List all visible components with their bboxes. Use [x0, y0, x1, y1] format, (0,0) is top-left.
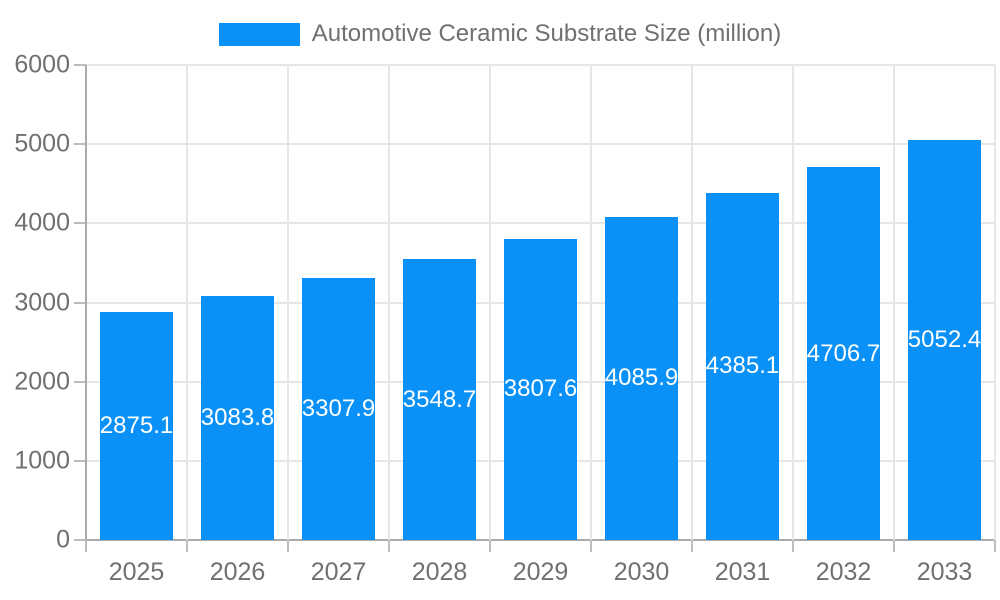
- x-gridline: [792, 65, 794, 540]
- y-gridline: [86, 143, 995, 146]
- x-gridline: [287, 65, 289, 540]
- legend-swatch: [218, 22, 300, 46]
- y-gridline: [86, 64, 995, 66]
- x-tick-label: 2029: [512, 558, 569, 586]
- x-gridline: [186, 65, 188, 540]
- bar[interactable]: [100, 312, 173, 540]
- y-tick-mark: [74, 459, 86, 462]
- x-tick-mark: [85, 540, 87, 552]
- x-gridline: [691, 65, 693, 540]
- x-tick-label: 2025: [108, 558, 165, 586]
- x-tick-mark: [388, 540, 390, 552]
- x-tick-label: 2032: [815, 558, 872, 586]
- x-tick-mark: [489, 540, 491, 552]
- y-tick-label: 5000: [14, 129, 70, 158]
- legend-label: Automotive Ceramic Substrate Size (milli…: [311, 20, 782, 47]
- y-tick-label: 3000: [14, 288, 70, 316]
- bar[interactable]: [302, 278, 375, 540]
- y-tick-label: 4000: [14, 208, 70, 237]
- x-tick-label: 2030: [613, 558, 670, 586]
- bar[interactable]: [201, 295, 274, 540]
- bar[interactable]: [605, 216, 678, 540]
- x-gridline: [893, 65, 895, 540]
- x-tick-label: 2027: [310, 558, 367, 586]
- y-tick-mark: [74, 380, 86, 383]
- y-tick-mark: [74, 539, 86, 541]
- bar[interactable]: [908, 140, 981, 540]
- bar[interactable]: [807, 167, 880, 540]
- x-tick-mark: [287, 540, 289, 552]
- legend[interactable]: Automotive Ceramic Substrate Size (milli…: [0, 20, 1000, 47]
- x-tick-mark: [994, 540, 996, 552]
- x-tick-mark: [792, 540, 794, 552]
- x-tick-mark: [893, 540, 895, 552]
- x-tick-mark: [691, 540, 693, 552]
- y-axis-line: [85, 65, 87, 540]
- x-gridline: [590, 65, 592, 540]
- y-tick-label: 2000: [14, 367, 70, 396]
- y-tick-label: 0: [56, 525, 70, 554]
- x-tick-mark: [186, 540, 188, 552]
- x-gridline: [388, 65, 390, 540]
- x-tick-mark: [590, 540, 592, 552]
- bar[interactable]: [504, 238, 577, 540]
- bar[interactable]: [403, 259, 476, 540]
- y-tick-mark: [74, 64, 86, 66]
- y-tick-mark: [74, 143, 86, 146]
- x-gridline: [489, 65, 491, 540]
- y-tick-mark: [74, 222, 86, 225]
- x-tick-label: 2028: [411, 558, 468, 586]
- y-tick-mark: [74, 301, 86, 304]
- y-tick-label: 6000: [14, 50, 70, 79]
- x-gridline: [994, 65, 996, 540]
- x-tick-label: 2031: [714, 558, 771, 586]
- y-tick-label: 1000: [14, 446, 70, 475]
- x-tick-label: 2033: [916, 558, 973, 586]
- bar[interactable]: [706, 192, 779, 540]
- x-tick-label: 2026: [209, 558, 266, 586]
